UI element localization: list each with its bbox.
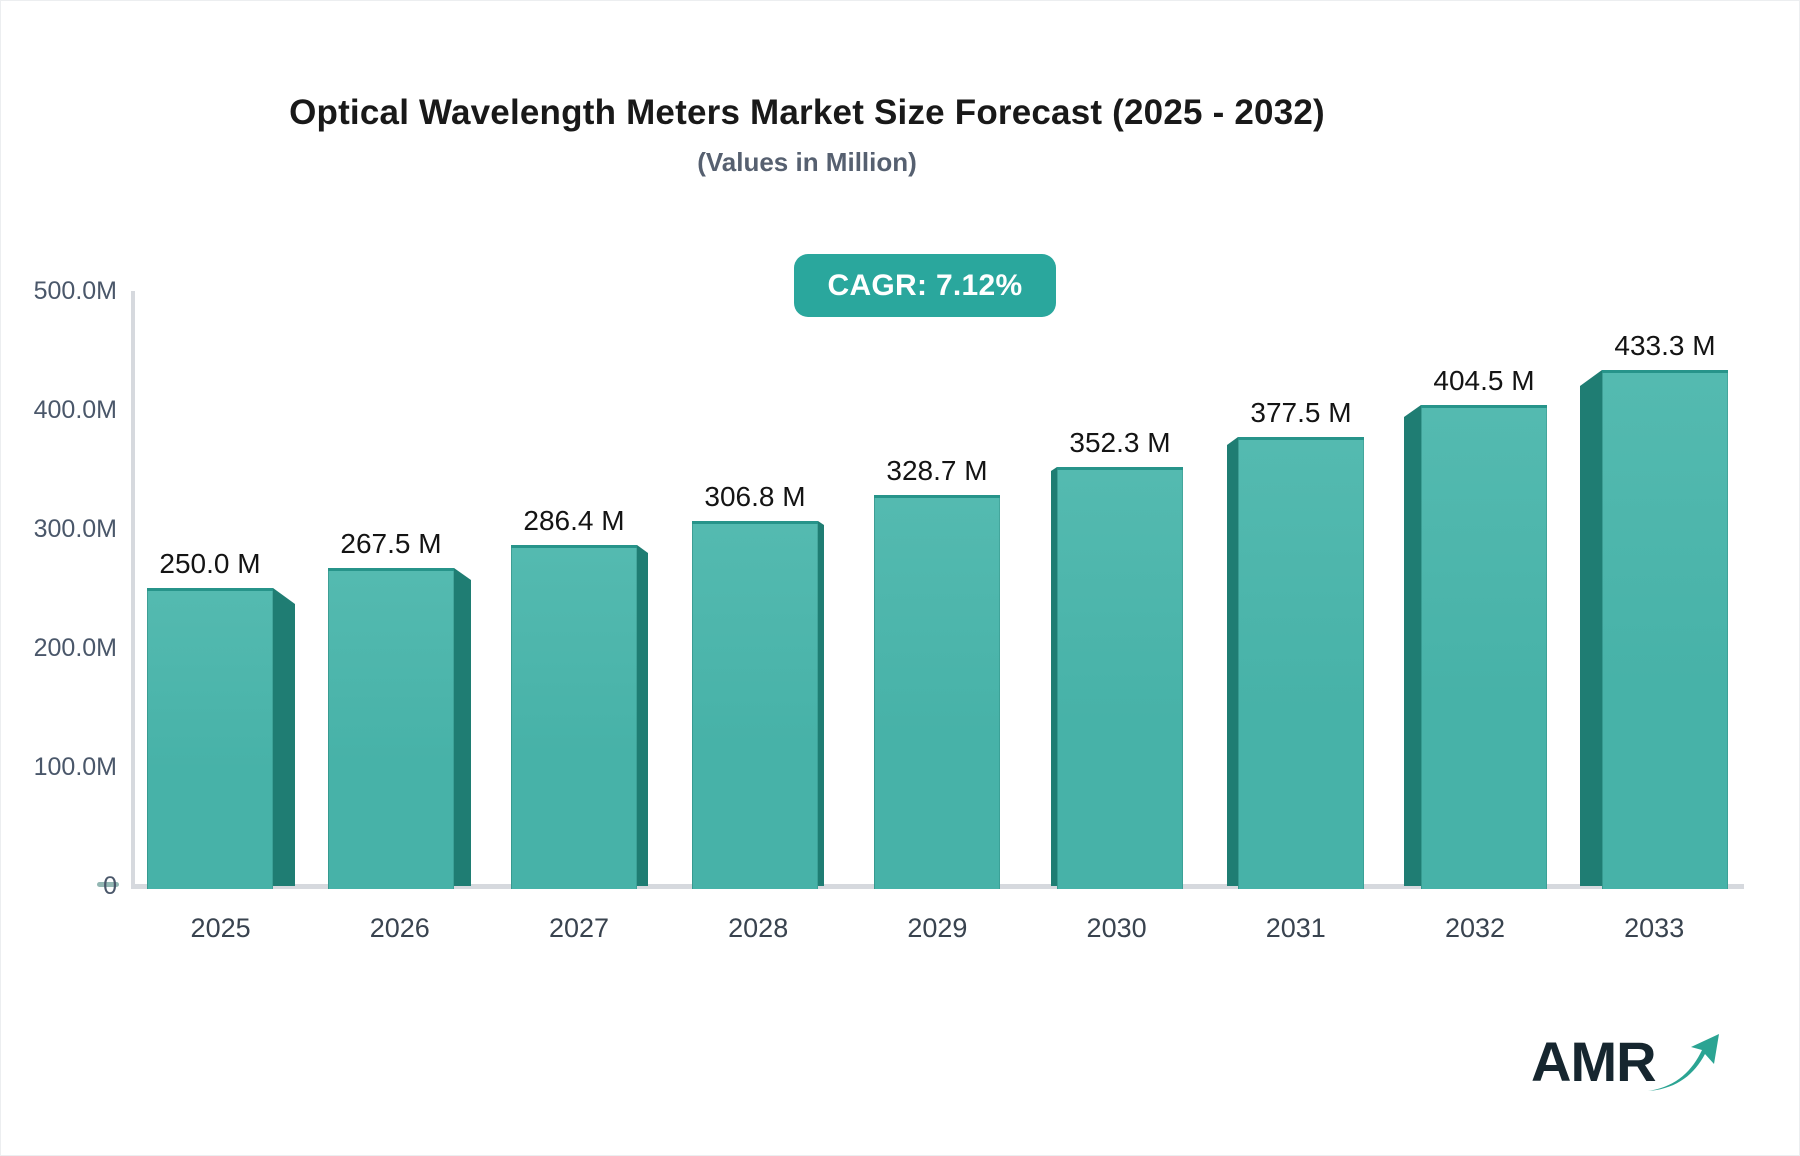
x-axis-label-2027: 2027 [548,913,610,943]
chart-subtitle: (Values in Million) [697,147,917,177]
bar-value-2025: 250.0 M [159,548,261,579]
bar-value-2027: 286.4 M [523,505,625,536]
bar-side-2027 [637,545,648,886]
x-axis-label-2030: 2030 [1086,913,1147,943]
bar-side-2028 [818,521,824,886]
bar-2033 [1602,370,1728,889]
bar-value-2030: 352.3 M [1069,427,1171,458]
bar-2027 [511,545,637,889]
x-axis-label-2025: 2025 [190,913,251,943]
bar-side-2032 [1404,405,1421,886]
bar-side-2025 [273,588,295,886]
y-axis-label-400.0M: 400.0M [33,396,117,424]
y-axis-label-200.0M: 200.0M [33,634,117,662]
bar-value-2026: 267.5 M [340,528,442,559]
bar-2025 [147,588,273,889]
x-axis-label-2033: 2033 [1624,913,1685,943]
bar-value-2033: 433.3 M [1614,330,1716,361]
bar-side-2031 [1227,437,1238,886]
cagr-badge: CAGR: 7.12% [794,254,1056,317]
x-axis-label-2029: 2029 [907,913,968,943]
bar-2030 [1057,467,1183,889]
x-axis-label-2026: 2026 [369,913,430,943]
bar-side-2026 [454,568,471,886]
bar-2032 [1421,405,1547,889]
bar-side-2033 [1580,370,1602,886]
chart-header: Optical Wavelength Meters Market Size Fo… [1,93,1613,178]
amr-logo: AMR [1531,1031,1724,1097]
bar-2028 [692,521,818,889]
y-axis-label-0: 0 [103,872,117,900]
bar-side-2030 [1051,467,1057,886]
growth-arrow-icon [1647,1034,1719,1091]
bar-2029 [874,495,1000,889]
y-axis-label-300.0M: 300.0M [33,515,117,543]
bar-value-2031: 377.5 M [1250,397,1352,428]
x-axis-label-2031: 2031 [1265,913,1326,943]
y-axis-label-500.0M: 500.0M [33,277,117,305]
bar-2031 [1238,437,1364,889]
bar-2026 [328,568,454,889]
bar-value-2032: 404.5 M [1433,365,1535,396]
chart-title: Optical Wavelength Meters Market Size Fo… [289,93,1325,132]
y-axis-label-100.0M: 100.0M [33,753,117,781]
zero-tick-mark [97,882,119,887]
bar-value-2028: 306.8 M [704,481,806,512]
x-axis-label-2032: 2032 [1444,913,1506,943]
x-axis-label-2028: 2028 [728,913,789,943]
amr-logo-text: AMR [1531,1030,1657,1093]
y-axis-line [131,291,135,886]
bar-value-2029: 328.7 M [886,455,988,486]
